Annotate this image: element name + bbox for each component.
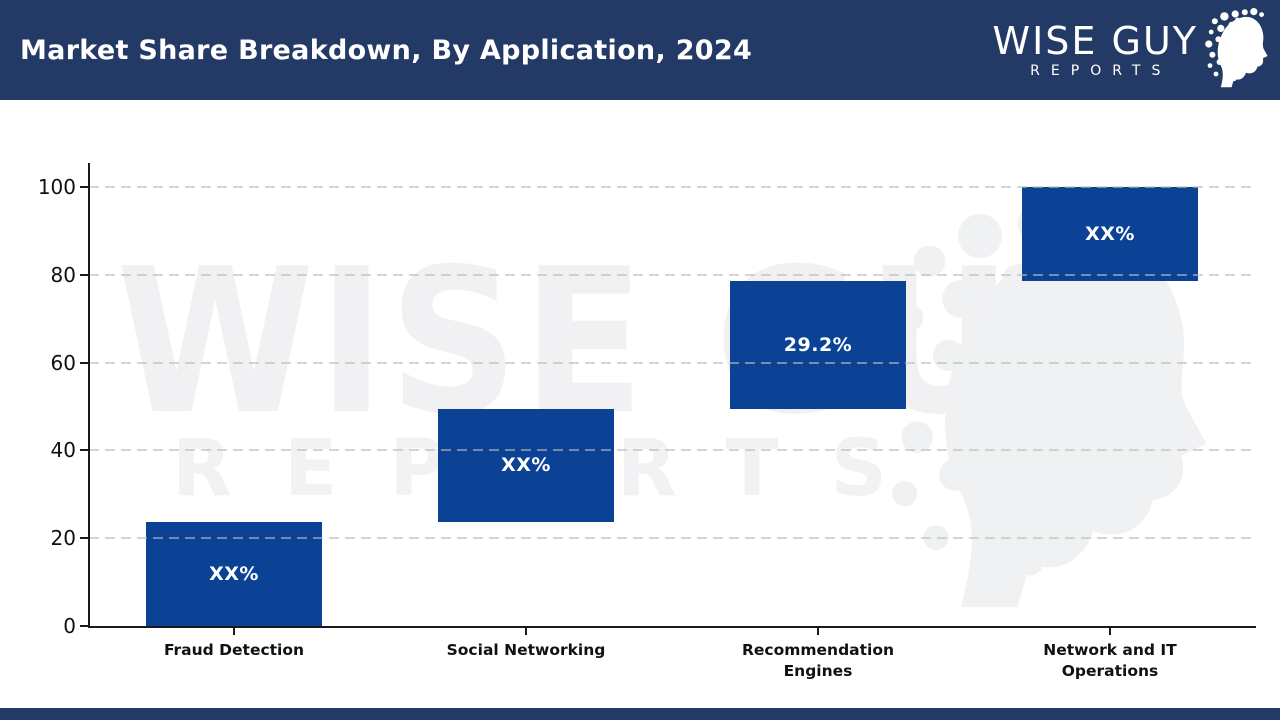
y-tick-label-60: 60 xyxy=(50,350,76,375)
y-tick-label-40: 40 xyxy=(50,438,76,463)
gridline-40 xyxy=(89,449,1256,452)
x-category-label: Network and IT Operations xyxy=(1043,641,1177,680)
brand-wordmark: WISE GUY REPORTS xyxy=(993,22,1198,78)
y-tick-mark-100 xyxy=(80,186,88,188)
x-tick-mark xyxy=(233,627,235,635)
chart-title: Market Share Breakdown, By Application, … xyxy=(20,34,753,66)
gridline-100 xyxy=(89,186,1256,188)
y-tick-mark-80 xyxy=(80,273,88,276)
x-category-label: Fraud Detection xyxy=(163,641,305,659)
bar-segment: XX% xyxy=(146,521,322,626)
y-tick-mark-60 xyxy=(80,361,88,364)
x-category-label: Social Networking xyxy=(446,641,606,659)
footer-bar xyxy=(0,708,1280,720)
header-bar: Market Share Breakdown, By Application, … xyxy=(0,0,1280,100)
bar-value-label: XX% xyxy=(1085,222,1135,245)
y-tick-label-0: 0 xyxy=(63,614,76,638)
bar-segment: XX% xyxy=(1022,187,1198,281)
x-tick-mark xyxy=(817,627,819,635)
bar-segment: 29.2% xyxy=(730,280,906,409)
brand-reports-text: REPORTS xyxy=(1030,63,1172,79)
x-axis-line xyxy=(88,626,1256,628)
y-tick-mark-20 xyxy=(80,537,88,540)
y-tick-mark-40 xyxy=(80,449,88,452)
gridline-80 xyxy=(89,273,1256,276)
dotted-head-icon xyxy=(1205,8,1268,88)
gridline-20 xyxy=(89,537,1256,540)
bar-segment: XX% xyxy=(438,408,614,522)
bar-value-label: XX% xyxy=(501,454,551,477)
brand-name-text: WISE GUY xyxy=(992,19,1198,63)
brand-logo: WISE GUY REPORTS xyxy=(993,0,1270,100)
y-tick-label-80: 80 xyxy=(50,262,76,287)
gridline-60 xyxy=(89,361,1256,364)
x-tick-mark xyxy=(525,627,527,635)
y-tick-label-20: 20 xyxy=(50,526,76,551)
y-tick-label-100: 100 xyxy=(37,175,76,199)
x-category-label: Recommendation Engines xyxy=(741,641,895,680)
bar-value-label: 29.2% xyxy=(783,333,853,356)
y-tick-mark-0 xyxy=(80,625,88,627)
y-axis-line xyxy=(88,163,90,627)
x-tick-mark xyxy=(1109,627,1111,635)
bar-value-label: XX% xyxy=(209,562,259,585)
